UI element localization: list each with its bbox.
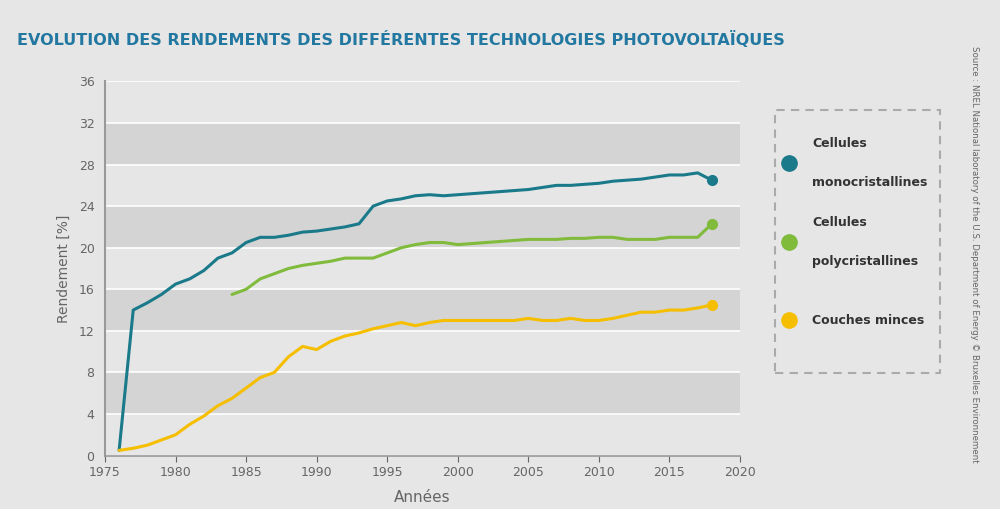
X-axis label: Années: Années — [394, 490, 451, 505]
Text: Cellules: Cellules — [812, 137, 867, 150]
Bar — [105, 289, 740, 331]
Y-axis label: Rendement [%]: Rendement [%] — [56, 214, 70, 323]
Bar — [105, 248, 740, 289]
Bar — [105, 164, 740, 206]
Text: polycristallines: polycristallines — [812, 255, 918, 268]
Bar — [105, 81, 740, 123]
Text: Cellules: Cellules — [812, 216, 867, 229]
Text: monocristallines: monocristallines — [812, 177, 927, 189]
FancyBboxPatch shape — [775, 110, 940, 374]
Bar — [105, 206, 740, 248]
Bar — [105, 373, 740, 414]
Text: EVOLUTION DES RENDEMENTS DES DIFFÉRENTES TECHNOLOGIES PHOTOVOLTAÏQUES: EVOLUTION DES RENDEMENTS DES DIFFÉRENTES… — [17, 32, 785, 48]
Text: Couches minces: Couches minces — [812, 314, 924, 327]
Bar — [105, 123, 740, 164]
Bar — [105, 331, 740, 373]
Bar — [105, 414, 740, 456]
Text: Source : NREL National laboratory of the U.S. Department of Energy © Bruxelles E: Source : NREL National laboratory of the… — [970, 46, 980, 463]
